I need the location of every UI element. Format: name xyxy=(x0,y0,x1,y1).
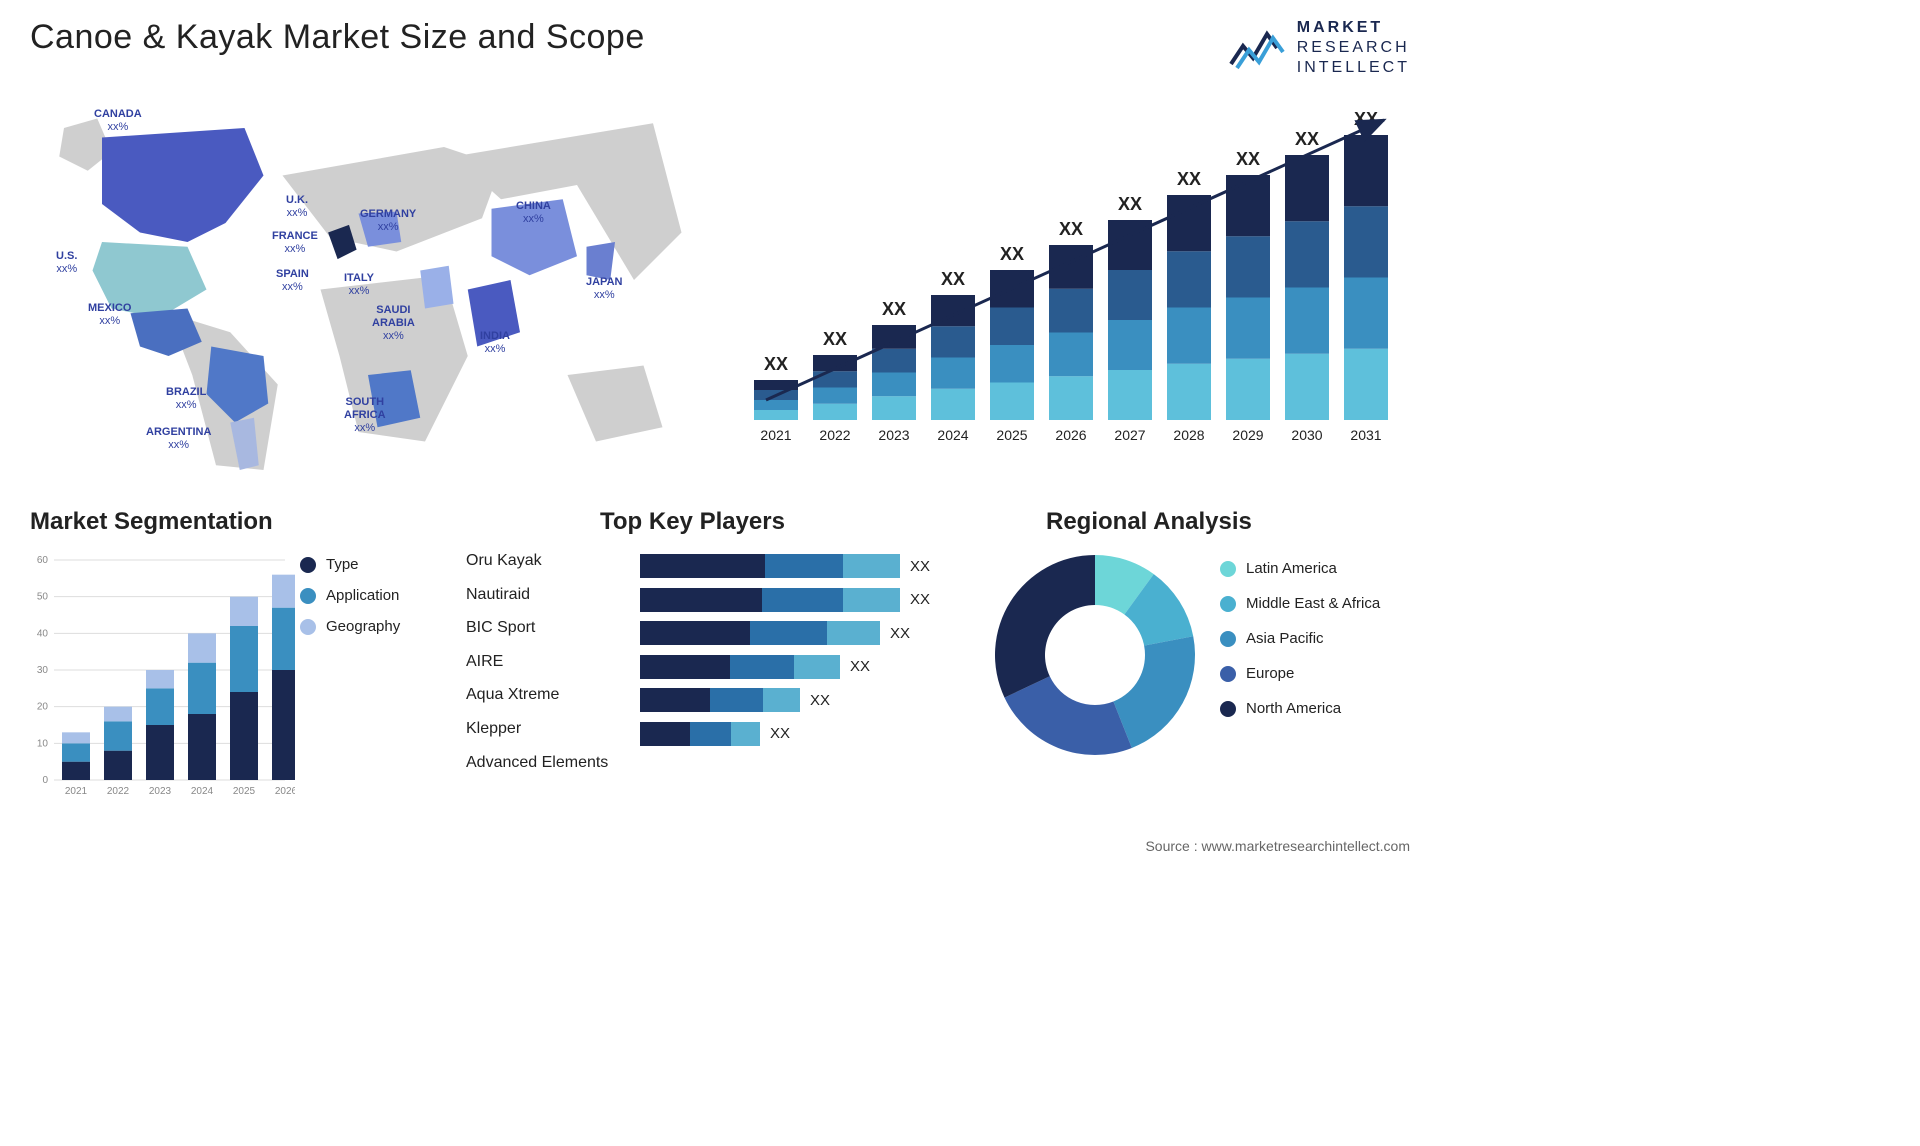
segmentation-panel: Market Segmentation 0 10 20 30 40 50 60 2021 202… xyxy=(30,508,460,803)
svg-text:50: 50 xyxy=(37,592,49,603)
logo-text: MARKET RESEARCH INTELLECT xyxy=(1297,18,1410,78)
svg-text:2024: 2024 xyxy=(937,427,968,443)
player-name: Nautiraid xyxy=(466,578,608,612)
svg-text:XX: XX xyxy=(823,329,847,349)
regional-legend: Latin America Middle East & Africa Asia Pa… xyxy=(1220,560,1420,735)
svg-text:20: 20 xyxy=(37,702,49,713)
player-bar-row: XX xyxy=(640,554,980,578)
legend-item: Application xyxy=(300,587,440,604)
regional-panel: Regional Analysis xyxy=(1000,508,1410,536)
players-panel: Top Key Players xyxy=(466,508,966,536)
svg-text:2024: 2024 xyxy=(191,786,214,797)
player-bar-row: XX xyxy=(640,588,980,612)
segmentation-chart-svg: 0 10 20 30 40 50 60 2021 2022 2023 2024 2025 2026 xyxy=(30,550,295,798)
svg-text:2023: 2023 xyxy=(878,427,909,443)
map-label: JAPANxx% xyxy=(586,276,622,302)
svg-text:0: 0 xyxy=(42,775,48,786)
map-label: U.K.xx% xyxy=(286,194,308,220)
logo-mark-icon xyxy=(1227,24,1287,72)
svg-text:40: 40 xyxy=(37,628,49,639)
growth-chart-svg: 2021 XX 2022 XX 2023 XX 2024 XX 2025 XX 2026 XX 2027… xyxy=(744,110,1404,470)
map-label: BRAZILxx% xyxy=(166,386,206,412)
svg-text:XX: XX xyxy=(1177,169,1201,189)
donut-chart xyxy=(990,550,1200,765)
map-label: SPAINxx% xyxy=(276,268,309,294)
svg-text:2025: 2025 xyxy=(996,427,1027,443)
map-label: U.S.xx% xyxy=(56,250,77,276)
map-label: CANADAxx% xyxy=(94,108,142,134)
brand-logo: MARKET RESEARCH INTELLECT xyxy=(1227,18,1410,78)
svg-text:2026: 2026 xyxy=(1055,427,1086,443)
map-label: FRANCExx% xyxy=(272,230,318,256)
player-name: Aqua Xtreme xyxy=(466,678,608,712)
growth-chart: 2021 XX 2022 XX 2023 XX 2024 XX 2025 XX 2026 XX 2027… xyxy=(744,110,1404,470)
legend-item: Middle East & Africa xyxy=(1220,595,1420,612)
page-title: Canoe & Kayak Market Size and Scope xyxy=(30,18,645,57)
player-name: AIRE xyxy=(466,645,608,679)
svg-text:2026: 2026 xyxy=(275,786,295,797)
svg-text:XX: XX xyxy=(1059,219,1083,239)
player-bar-row: XX xyxy=(640,688,980,712)
player-name: Klepper xyxy=(466,712,608,746)
legend-item: Geography xyxy=(300,618,440,635)
svg-text:2031: 2031 xyxy=(1350,427,1381,443)
world-map: CANADAxx% U.S.xx% MEXICOxx% BRAZILxx% ARGENT… xyxy=(28,90,708,470)
segmentation-title: Market Segmentation xyxy=(30,508,460,536)
legend-item: Latin America xyxy=(1220,560,1420,577)
map-label: ARGENTINAxx% xyxy=(146,426,211,452)
map-label: ITALYxx% xyxy=(344,272,374,298)
svg-text:2029: 2029 xyxy=(1232,427,1263,443)
map-label: SOUTHAFRICAxx% xyxy=(344,396,386,436)
player-name: Oru Kayak xyxy=(466,544,608,578)
svg-text:XX: XX xyxy=(1236,149,1260,169)
svg-text:2025: 2025 xyxy=(233,786,256,797)
svg-text:XX: XX xyxy=(941,269,965,289)
map-label: GERMANYxx% xyxy=(360,208,416,234)
donut-svg xyxy=(990,550,1200,760)
svg-text:XX: XX xyxy=(1118,194,1142,214)
legend-item: Type xyxy=(300,556,440,573)
player-name: Advanced Elements xyxy=(466,746,608,780)
regional-title: Regional Analysis xyxy=(1046,508,1410,536)
svg-text:60: 60 xyxy=(37,555,49,566)
map-label: INDIAxx% xyxy=(480,330,510,356)
player-bar-row: XX xyxy=(640,655,980,679)
map-label: CHINAxx% xyxy=(516,200,551,226)
svg-text:XX: XX xyxy=(1295,129,1319,149)
svg-text:2028: 2028 xyxy=(1173,427,1204,443)
players-bars: XX XX XX XX XX XX xyxy=(640,554,980,756)
svg-text:2022: 2022 xyxy=(107,786,130,797)
players-list: Oru KayakNautiraidBIC SportAIREAqua Xtre… xyxy=(466,544,608,779)
svg-text:XX: XX xyxy=(1000,244,1024,264)
legend-item: Asia Pacific xyxy=(1220,630,1420,647)
player-bar-row: XX xyxy=(640,621,980,645)
svg-text:2022: 2022 xyxy=(819,427,850,443)
svg-text:2021: 2021 xyxy=(65,786,88,797)
player-name: BIC Sport xyxy=(466,611,608,645)
svg-text:XX: XX xyxy=(1354,110,1378,129)
svg-text:10: 10 xyxy=(37,738,49,749)
svg-text:2030: 2030 xyxy=(1291,427,1322,443)
player-bar-row: XX xyxy=(640,722,980,746)
svg-text:30: 30 xyxy=(37,665,49,676)
svg-text:2021: 2021 xyxy=(760,427,791,443)
svg-text:XX: XX xyxy=(764,354,788,374)
map-label: MEXICOxx% xyxy=(88,302,131,328)
svg-text:2023: 2023 xyxy=(149,786,172,797)
map-label: SAUDIARABIAxx% xyxy=(372,304,415,344)
svg-text:XX: XX xyxy=(882,299,906,319)
segmentation-legend: Type Application Geography xyxy=(300,556,440,649)
players-title: Top Key Players xyxy=(600,508,966,536)
svg-text:2027: 2027 xyxy=(1114,427,1145,443)
legend-item: Europe xyxy=(1220,665,1420,682)
source-citation: Source : www.marketresearchintellect.com xyxy=(1145,838,1410,854)
legend-item: North America xyxy=(1220,700,1420,717)
